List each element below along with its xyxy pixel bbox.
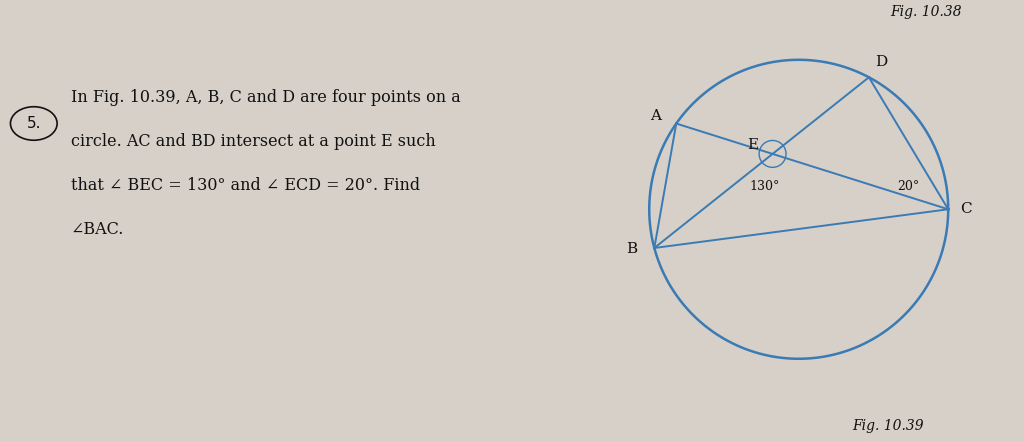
Text: A: A: [650, 109, 660, 123]
Text: B: B: [627, 243, 638, 257]
Text: Fig. 10.39: Fig. 10.39: [853, 419, 925, 433]
Text: 130°: 130°: [750, 180, 780, 193]
Text: E: E: [748, 138, 759, 152]
Text: Fig. 10.38: Fig. 10.38: [890, 5, 962, 19]
Text: D: D: [874, 56, 887, 69]
Text: 5.: 5.: [27, 116, 41, 131]
Text: In Fig. 10.39, A, B, C and D are four points on a: In Fig. 10.39, A, B, C and D are four po…: [71, 89, 461, 105]
Text: 20°: 20°: [897, 180, 919, 193]
Text: ∠BAC.: ∠BAC.: [71, 221, 124, 238]
Text: C: C: [961, 202, 972, 216]
Text: that ∠ BEC = 130° and ∠ ECD = 20°. Find: that ∠ BEC = 130° and ∠ ECD = 20°. Find: [71, 177, 420, 194]
Text: circle. AC and BD intersect at a point E such: circle. AC and BD intersect at a point E…: [71, 133, 435, 149]
